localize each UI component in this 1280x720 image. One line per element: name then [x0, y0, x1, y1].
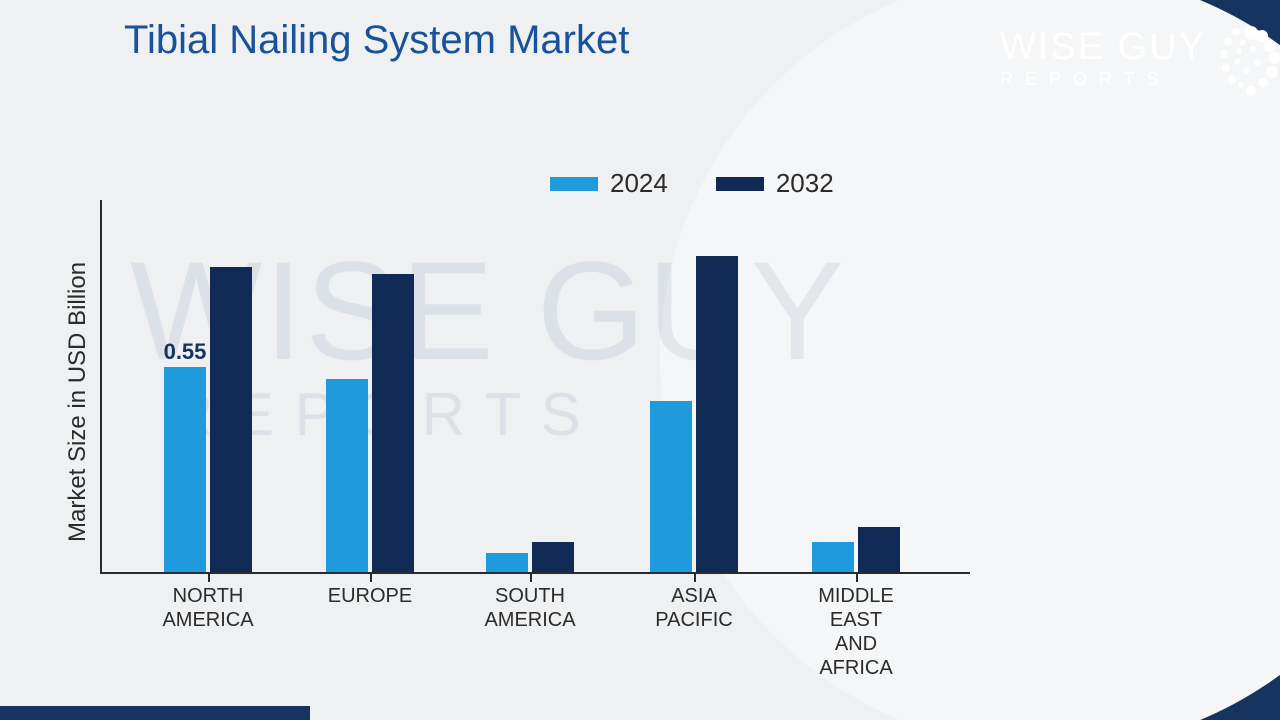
x-axis-line: [100, 572, 970, 574]
brand-logo-line1: WISE GUY: [1000, 26, 1206, 69]
logo-dot: [1240, 40, 1246, 46]
logo-dot: [1236, 48, 1242, 54]
x-tick: [856, 572, 858, 582]
legend-item: 2024: [550, 168, 668, 199]
brand-logo-head-icon: [1210, 20, 1280, 100]
x-tick: [530, 572, 532, 582]
bar: [532, 542, 574, 572]
category-label: MIDDLEEASTANDAFRICA: [786, 584, 926, 680]
bar: [812, 542, 854, 572]
bar: [696, 256, 738, 572]
bar: [210, 267, 252, 572]
bar: [326, 379, 368, 572]
logo-dot: [1238, 82, 1244, 88]
bar: [164, 367, 206, 572]
bar: [858, 527, 900, 572]
logo-dot: [1266, 66, 1278, 78]
chart-title: Tibial Nailing System Market: [124, 18, 629, 63]
brand-logo: WISE GUY REPORTS: [1000, 26, 1206, 90]
legend-swatch: [550, 177, 598, 191]
legend: 2024 2032: [550, 168, 834, 199]
bar: [650, 401, 692, 572]
logo-dot: [1222, 64, 1230, 72]
x-tick: [694, 572, 696, 582]
category-label: NORTHAMERICA: [138, 584, 278, 632]
logo-dot: [1258, 78, 1268, 88]
logo-dot: [1254, 60, 1260, 66]
logo-dot: [1246, 86, 1256, 96]
x-tick: [208, 572, 210, 582]
bar: [372, 274, 414, 572]
logo-dot: [1234, 58, 1240, 64]
logo-dot: [1232, 28, 1240, 36]
logo-dot: [1244, 68, 1250, 74]
value-label: 0.55: [155, 339, 215, 365]
logo-dot: [1220, 50, 1228, 58]
category-label: EUROPE: [300, 584, 440, 608]
logo-dot: [1224, 38, 1232, 46]
legend-item: 2032: [716, 168, 834, 199]
category-label: ASIAPACIFIC: [624, 584, 764, 632]
bar: [486, 553, 528, 572]
legend-label: 2024: [610, 168, 668, 199]
x-tick: [370, 572, 372, 582]
category-label: SOUTHAMERICA: [460, 584, 600, 632]
logo-dot: [1264, 40, 1276, 52]
logo-dot: [1228, 76, 1236, 84]
legend-label: 2032: [776, 168, 834, 199]
logo-dot: [1268, 52, 1280, 64]
logo-dot: [1250, 46, 1256, 52]
legend-swatch: [716, 177, 764, 191]
bottom-accent-bar: [0, 706, 310, 720]
y-axis-line: [100, 200, 102, 572]
y-axis-label: Market Size in USD Billion: [64, 262, 92, 542]
brand-logo-line2: REPORTS: [1000, 69, 1206, 90]
